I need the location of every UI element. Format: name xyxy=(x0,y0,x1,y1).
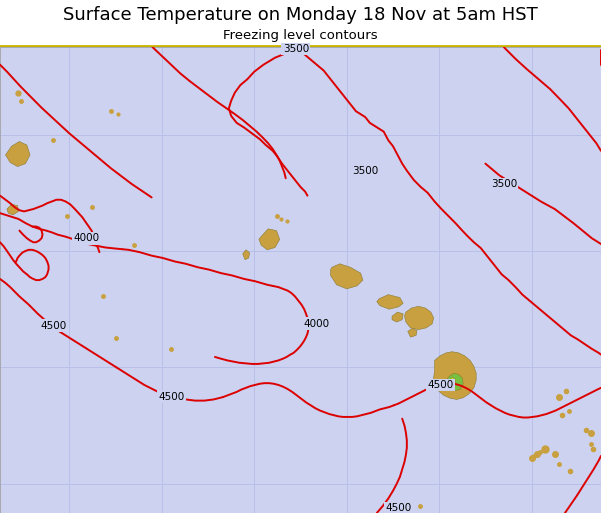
Polygon shape xyxy=(404,306,434,329)
Polygon shape xyxy=(377,294,403,309)
Text: 3500: 3500 xyxy=(491,179,517,189)
Polygon shape xyxy=(445,373,463,391)
Polygon shape xyxy=(7,204,19,215)
Polygon shape xyxy=(243,250,249,260)
Polygon shape xyxy=(407,328,417,337)
Polygon shape xyxy=(5,142,30,167)
Text: 4500: 4500 xyxy=(427,380,453,390)
Text: 4500: 4500 xyxy=(159,391,185,402)
Text: 4500: 4500 xyxy=(40,321,66,330)
Text: 4500: 4500 xyxy=(385,503,412,513)
Polygon shape xyxy=(259,229,279,250)
Text: 4000: 4000 xyxy=(304,319,330,329)
Text: Surface Temperature on Monday 18 Nov at 5am HST: Surface Temperature on Monday 18 Nov at … xyxy=(63,6,538,24)
Text: 4000: 4000 xyxy=(74,233,100,243)
Polygon shape xyxy=(331,264,363,289)
Text: 3500: 3500 xyxy=(282,44,309,54)
Text: 3500: 3500 xyxy=(352,166,379,175)
Polygon shape xyxy=(392,312,403,322)
Text: Freezing level contours: Freezing level contours xyxy=(223,29,378,42)
Polygon shape xyxy=(450,378,456,386)
Polygon shape xyxy=(434,352,476,400)
